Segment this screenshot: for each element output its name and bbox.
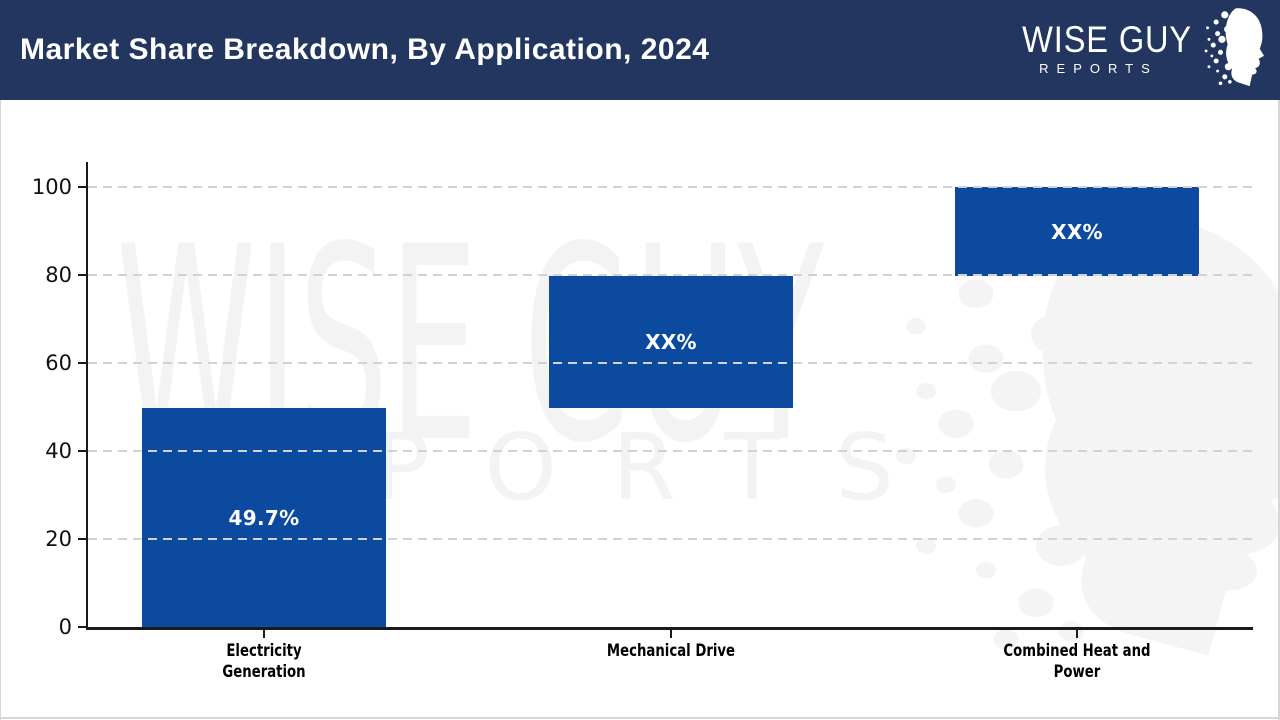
bar-segment-2: XX% [549,276,793,409]
y-tick-label: 80 [45,263,72,287]
wiseguy-logo-text: WISE GUY REPORTS [999,18,1192,77]
y-tick-label: 60 [45,351,72,375]
bar-segment-3: XX% [955,187,1199,277]
y-tick-label: 40 [45,439,72,463]
gridline-40 [88,450,1253,452]
gridline-20 [88,538,1253,540]
y-tick-label: 20 [45,527,72,551]
image-right-border [1278,100,1280,720]
bar-segment-1: 49.7% [142,408,386,627]
y-tick-mark [78,274,86,276]
gridline-80 [88,274,1253,276]
logo-reports-text: REPORTS [1039,61,1158,77]
x-tick-mark [670,629,672,638]
gridline-100 [88,186,1253,188]
header-bar: Market Share Breakdown, By Application, … [0,0,1280,100]
logo-wise-guy-text: WISE GUY [1022,18,1192,60]
y-tick-mark [78,538,86,540]
bar-value-label: XX% [1051,219,1103,244]
plot-region: 49.7% XX% XX% 0 20 40 60 80 100 Electricity Gener… [0,100,1280,720]
chart-area: WISE GUY REPORTS 49.7% XX% XX% 0 20 40 60 80 100… [0,100,1280,720]
image-left-border [0,100,1,720]
category-label-2: Mechanical Drive [606,641,736,661]
category-label-1: Electricity Generation [222,641,306,682]
y-tick-label: 0 [58,615,72,639]
image-bottom-border [0,717,1280,719]
y-tick-mark [78,186,86,188]
category-label-3: Combined Heat and Power [1003,641,1151,682]
gridline-60 [88,362,1253,364]
bar-value-label: 49.7% [228,505,300,530]
y-tick-mark [78,626,86,628]
x-axis-line [86,627,1253,630]
wiseguy-head-icon [1204,8,1265,87]
wiseguy-logo: WISE GUY REPORTS [999,5,1268,91]
y-tick-mark [78,450,86,452]
x-tick-mark [1076,629,1078,638]
chart-title: Market Share Breakdown, By Application, … [20,33,710,66]
y-axis-line [86,162,88,629]
y-tick-label: 100 [31,175,72,199]
bar-value-label: XX% [645,330,697,355]
x-tick-mark [263,629,265,638]
y-tick-mark [78,362,86,364]
